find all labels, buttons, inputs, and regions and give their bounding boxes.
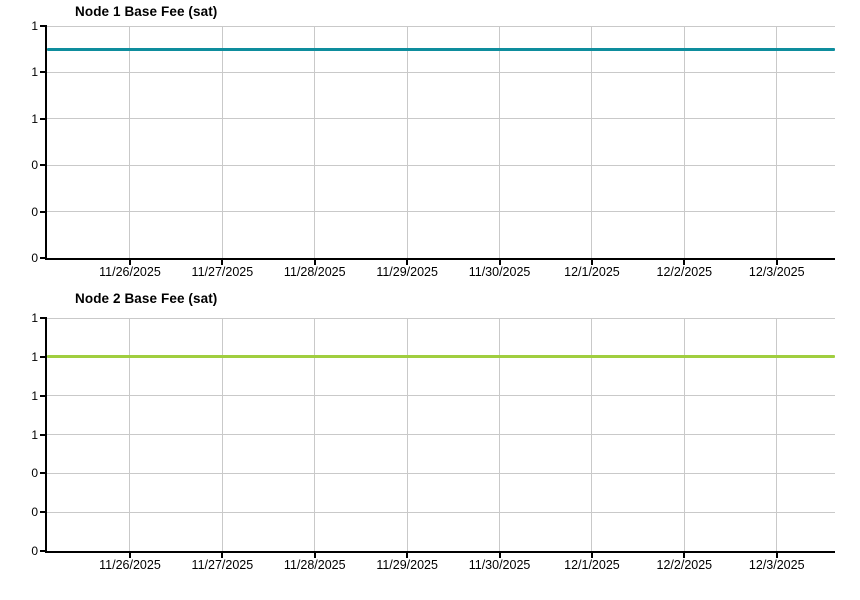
- v-gridline: [129, 318, 131, 551]
- x-axis-tick: [590, 259, 593, 265]
- x-tick-label: 12/2/2025: [656, 265, 713, 279]
- x-axis-tick: [498, 552, 501, 558]
- h-gridline: [47, 25, 835, 27]
- y-tick-label: 1: [31, 349, 38, 364]
- y-axis-tick: [40, 394, 47, 397]
- h-gridline: [47, 211, 835, 213]
- x-tick-label: 12/3/2025: [748, 558, 805, 572]
- h-gridline: [47, 71, 835, 73]
- y-tick-label: 1: [31, 311, 38, 325]
- y-axis-tick: [40, 472, 47, 475]
- y-tick-label: 1: [31, 65, 38, 80]
- x-tick-label: 11/30/2025: [468, 558, 531, 572]
- x-tick-label: 11/28/2025: [283, 265, 346, 279]
- y-tick-label: 0: [31, 251, 38, 265]
- v-gridline: [406, 318, 408, 551]
- h-gridline: [47, 118, 835, 120]
- x-axis-tick: [313, 552, 316, 558]
- y-axis-tick: [40, 210, 47, 213]
- y-tick-label: 0: [31, 204, 38, 219]
- y-tick-label: 1: [31, 111, 38, 126]
- x-tick-label: 11/30/2025: [468, 265, 531, 279]
- v-gridline: [683, 318, 685, 551]
- y-axis-tick: [40, 511, 47, 514]
- x-axis-tick: [313, 259, 316, 265]
- y-tick-label: 0: [31, 544, 38, 558]
- v-gridline: [129, 26, 131, 258]
- x-tick-label: 11/27/2025: [191, 265, 254, 279]
- y-tick-label: 0: [31, 466, 38, 481]
- y-axis-tick: [40, 164, 47, 167]
- x-axis-tick: [406, 259, 409, 265]
- v-gridline: [221, 26, 223, 258]
- y-axis-tick: [40, 433, 47, 436]
- x-tick-label: 11/26/2025: [99, 265, 161, 279]
- x-axis-line: [45, 551, 835, 553]
- y-axis-tick: [40, 257, 47, 259]
- y-axis-tick: [40, 71, 47, 74]
- h-gridline: [47, 434, 835, 435]
- y-axis-tick: [40, 317, 47, 319]
- y-axis-tick: [40, 25, 47, 27]
- x-axis-tick: [128, 259, 131, 265]
- x-tick-label: 11/29/2025: [376, 558, 438, 572]
- h-gridline: [47, 317, 835, 319]
- y-axis-line: [45, 26, 47, 260]
- h-gridline: [47, 511, 835, 513]
- v-gridline: [591, 26, 593, 258]
- v-gridline: [776, 26, 778, 258]
- v-gridline: [406, 26, 408, 258]
- v-gridline: [776, 318, 778, 551]
- x-tick-label: 11/27/2025: [191, 558, 254, 572]
- y-tick-label: 1: [31, 388, 38, 403]
- x-axis-line: [45, 258, 835, 260]
- x-axis-tick: [775, 259, 778, 265]
- y-tick-label: 1: [31, 19, 38, 33]
- v-gridline: [314, 26, 316, 258]
- x-axis-tick: [406, 552, 409, 558]
- chart2-title: Node 2 Base Fee (sat): [75, 291, 218, 306]
- h-gridline: [47, 472, 835, 474]
- x-axis-tick: [221, 552, 224, 558]
- x-axis-tick: [683, 259, 686, 265]
- y-axis-tick: [40, 355, 47, 358]
- v-gridline: [314, 318, 316, 551]
- x-axis-tick: [128, 552, 131, 558]
- y-axis-line: [45, 318, 47, 553]
- y-tick-label: 0: [31, 158, 38, 173]
- x-axis-tick: [221, 259, 224, 265]
- x-tick-label: 12/3/2025: [748, 265, 805, 279]
- y-tick-label: 1: [31, 427, 38, 442]
- x-tick-label: 12/2/2025: [656, 558, 713, 572]
- h-gridline: [47, 164, 835, 166]
- x-axis-tick: [683, 552, 686, 558]
- chart1-title: Node 1 Base Fee (sat): [75, 4, 218, 19]
- y-axis-tick: [40, 550, 47, 552]
- x-tick-label: 11/26/2025: [99, 558, 161, 572]
- x-tick-label: 12/1/2025: [564, 265, 620, 279]
- v-gridline: [683, 26, 685, 258]
- v-gridline: [221, 318, 223, 551]
- h-gridline: [47, 395, 835, 397]
- x-axis-tick: [590, 552, 593, 558]
- x-tick-label: 11/29/2025: [376, 265, 438, 279]
- x-axis-tick: [498, 259, 501, 265]
- series-line-1: [47, 47, 835, 51]
- series-line-2: [47, 355, 835, 359]
- x-tick-label: 11/28/2025: [283, 558, 346, 572]
- y-axis-tick: [40, 117, 47, 120]
- v-gridline: [591, 318, 593, 551]
- x-tick-label: 12/1/2025: [564, 558, 620, 572]
- y-tick-label: 0: [31, 505, 38, 520]
- v-gridline: [499, 26, 501, 258]
- x-axis-tick: [775, 552, 778, 558]
- v-gridline: [499, 318, 501, 551]
